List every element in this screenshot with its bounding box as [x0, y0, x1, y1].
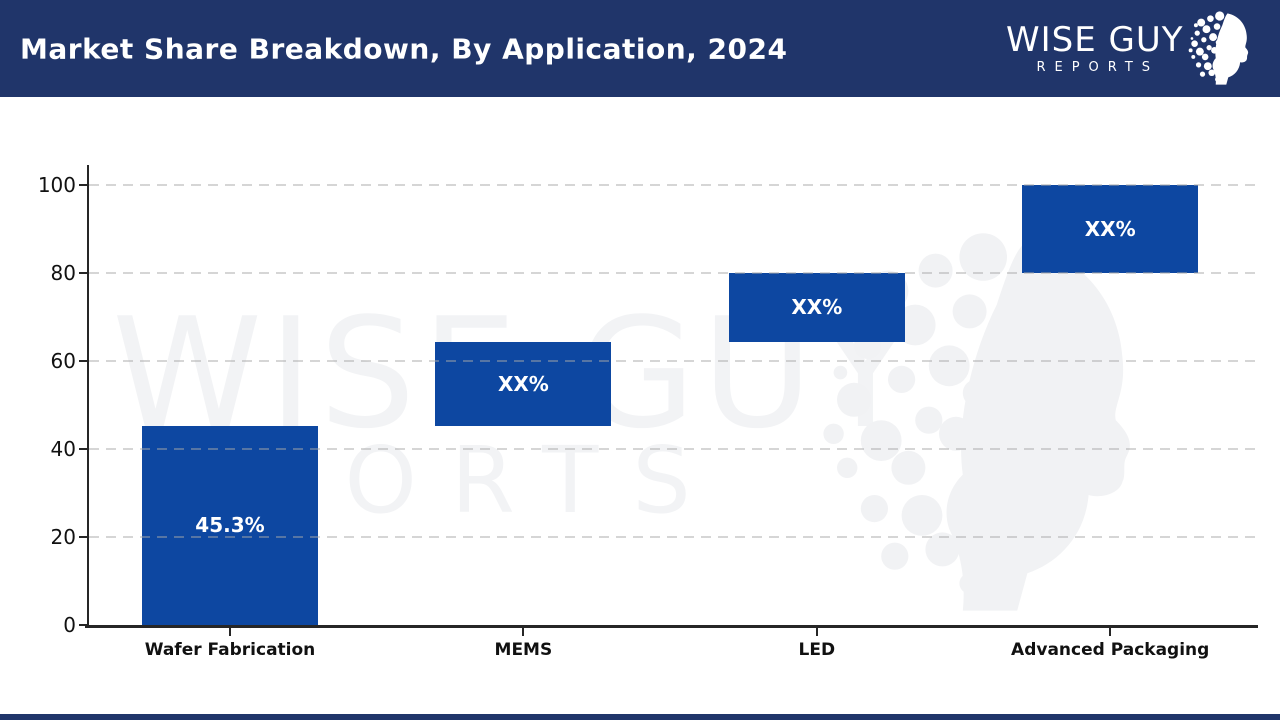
bar-segment [142, 425, 318, 625]
y-tick [79, 272, 87, 274]
x-tick-label: LED [798, 640, 836, 660]
y-gridline [89, 184, 1262, 186]
brand-name: WISE GUY [1006, 19, 1184, 60]
x-tick [815, 628, 818, 636]
y-tick [79, 624, 87, 626]
y-gridline [89, 536, 1262, 538]
y-tick-label: 80 [50, 261, 76, 285]
dotted-head-icon [1188, 11, 1248, 85]
watermark-wordmark-2: PORTS [255, 427, 725, 534]
x-tick [229, 628, 231, 636]
x-tick [1109, 628, 1112, 636]
y-tick [79, 448, 87, 450]
x-tick-label: Wafer Fabrication [144, 640, 316, 660]
y-gridline [89, 448, 1262, 450]
page-title: Market Share Breakdown, By Application, … [20, 32, 788, 65]
bar-segment [1022, 185, 1199, 273]
x-tick-label: MEMS [494, 640, 553, 660]
y-tick-label: 60 [50, 349, 76, 373]
x-tick [522, 628, 525, 636]
bar-value-label: XX% [791, 295, 843, 320]
y-tick [79, 184, 87, 186]
y-tick-label: 0 [63, 613, 76, 637]
bar-segment [435, 341, 612, 426]
x-tick-label: Advanced Packaging [1011, 640, 1210, 660]
footer-strip [0, 714, 1280, 720]
x-axis-line [85, 625, 1258, 628]
bar-value-label: 45.3% [195, 513, 265, 538]
brand-logo: WISE GUY REPORTS [1006, 6, 1266, 92]
y-gridline [89, 360, 1262, 362]
y-tick [79, 360, 87, 362]
bar-value-label: XX% [497, 371, 549, 396]
brand-logo-text: WISE GUY REPORTS [1006, 19, 1184, 76]
bar-segment [728, 273, 905, 342]
y-gridline [89, 272, 1262, 274]
y-tick-label: 100 [37, 173, 76, 197]
y-tick [79, 536, 87, 538]
y-tick-label: 20 [50, 525, 76, 549]
y-axis-line [87, 165, 89, 627]
header-bar: Market Share Breakdown, By Application, … [0, 0, 1280, 97]
bar-value-label: XX% [1084, 217, 1136, 241]
chart-area: WISE GUY PORTS 0 20 40 60 80 100 45.3% Wafer Fa… [0, 97, 1280, 715]
y-tick-label: 40 [50, 437, 76, 461]
brand-subname: REPORTS [1036, 60, 1160, 76]
